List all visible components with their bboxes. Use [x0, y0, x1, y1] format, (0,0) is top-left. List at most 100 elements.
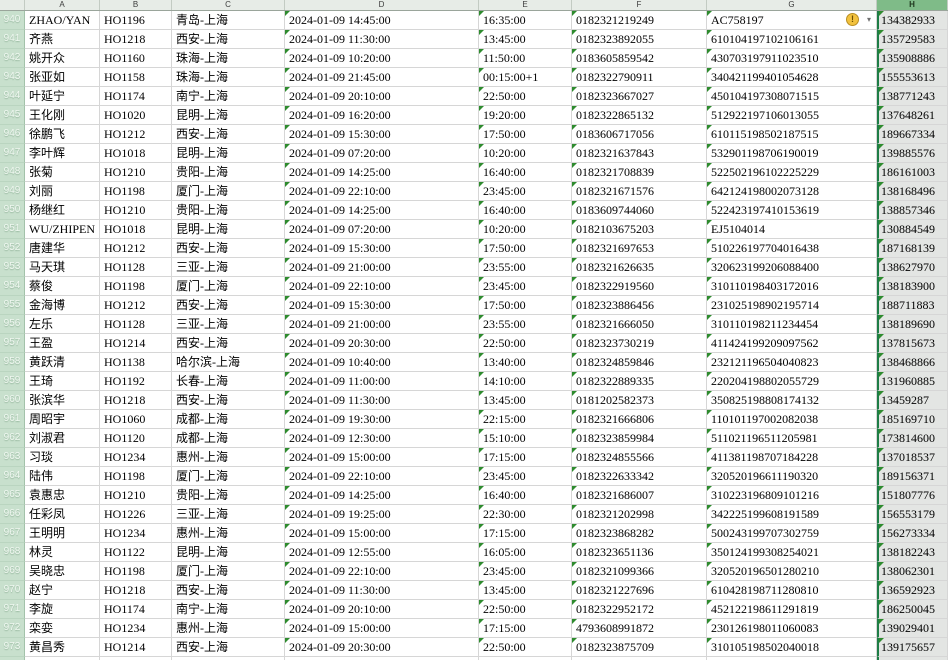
cell-F-ticket_no[interactable]: 0183609744060 [572, 201, 707, 220]
cell-C-route[interactable]: 哈尔滨-上海 [172, 353, 285, 372]
row-header[interactable]: 963 [0, 448, 25, 467]
cell-D-departure[interactable]: 2024-01-09 22:10:00 [285, 467, 479, 486]
cell-G-id_no[interactable]: 510226197704016438 [707, 239, 877, 258]
cell-H-phone[interactable]: 131960885 [877, 372, 948, 391]
cell-C-route[interactable]: 西安-上海 [172, 125, 285, 144]
cell-A-name[interactable]: 王化刚 [25, 106, 100, 125]
cell-A-name[interactable]: 陆伟 [25, 467, 100, 486]
cell-A-name[interactable]: 黄昌秀 [25, 638, 100, 657]
cell-E-arrival[interactable]: 15:10:00 [479, 429, 572, 448]
cell-G-id_no[interactable]: 450104197308071515 [707, 87, 877, 106]
cell-B-flight[interactable]: HO1210 [100, 163, 172, 182]
row-header[interactable]: 971 [0, 600, 25, 619]
cell-F-ticket_no[interactable]: 4793608991872 [572, 619, 707, 638]
cell-B-flight[interactable]: HO1214 [100, 334, 172, 353]
cell-F-ticket_no[interactable]: 0182322919560 [572, 277, 707, 296]
row-header[interactable]: 959 [0, 372, 25, 391]
cell-A-name[interactable]: 张菊 [25, 163, 100, 182]
cell-D-departure[interactable]: 2024-01-09 19:25:00 [285, 505, 479, 524]
cell-A-name[interactable]: 徐鹏飞 [25, 125, 100, 144]
column-header-H[interactable]: H [877, 0, 948, 10]
cell-C-route[interactable]: 三亚-上海 [172, 315, 285, 334]
cell-C-route[interactable]: 西安-上海 [172, 581, 285, 600]
cell-E-arrival[interactable] [479, 657, 572, 660]
cell-E-arrival[interactable]: 19:20:00 [479, 106, 572, 125]
cell-H-phone[interactable]: 13459287 [877, 391, 948, 410]
cell-A-name[interactable]: 袁惠忠 [25, 486, 100, 505]
cell-E-arrival[interactable]: 16:05:00 [479, 543, 572, 562]
cell-H-phone[interactable]: 188711883 [877, 296, 948, 315]
select-all-corner[interactable] [0, 0, 25, 10]
row-header[interactable]: 958 [0, 353, 25, 372]
cell-B-flight[interactable]: HO1060 [100, 410, 172, 429]
cell-A-name[interactable]: 蔡俊 [25, 277, 100, 296]
cell-C-route[interactable]: 长春-上海 [172, 372, 285, 391]
cell-B-flight[interactable] [100, 657, 172, 660]
cell-A-name[interactable]: 任彩凤 [25, 505, 100, 524]
cell-D-departure[interactable]: 2024-01-09 22:10:00 [285, 277, 479, 296]
cell-B-flight[interactable]: HO1218 [100, 391, 172, 410]
cell-E-arrival[interactable]: 22:30:00 [479, 505, 572, 524]
cell-A-name[interactable]: 金海博 [25, 296, 100, 315]
cell-G-id_no[interactable]: 342225199608191589 [707, 505, 877, 524]
cell-G-id_no[interactable]: 310223196809101216 [707, 486, 877, 505]
row-header[interactable]: 954 [0, 277, 25, 296]
cell-B-flight[interactable]: HO1212 [100, 296, 172, 315]
cell-H-phone[interactable]: 187168139 [877, 239, 948, 258]
cell-H-phone[interactable]: 137648261 [877, 106, 948, 125]
cell-B-flight[interactable]: HO1138 [100, 353, 172, 372]
cell-B-flight[interactable]: HO1018 [100, 144, 172, 163]
cell-A-name[interactable]: ZHAO/YAN [25, 11, 100, 30]
cell-H-phone[interactable]: 138857346 [877, 201, 948, 220]
cell-F-ticket_no[interactable]: 0182323886456 [572, 296, 707, 315]
cell-D-departure[interactable]: 2024-01-09 22:10:00 [285, 562, 479, 581]
cell-C-route[interactable]: 厦门-上海 [172, 562, 285, 581]
cell-H-phone[interactable]: 139029401 [877, 619, 948, 638]
cell-H-phone[interactable]: 138168496 [877, 182, 948, 201]
column-header-B[interactable]: B [100, 0, 172, 10]
cell-F-ticket_no[interactable]: 0182322790911 [572, 68, 707, 87]
cell-E-arrival[interactable]: 17:50:00 [479, 296, 572, 315]
cell-C-route[interactable]: 昆明-上海 [172, 543, 285, 562]
column-header-A[interactable]: A [25, 0, 100, 10]
cell-F-ticket_no[interactable]: 0182321697653 [572, 239, 707, 258]
cell-H-phone[interactable]: 151807776 [877, 486, 948, 505]
cell-E-arrival[interactable]: 22:50:00 [479, 600, 572, 619]
cell-B-flight[interactable]: HO1234 [100, 524, 172, 543]
cell-F-ticket_no[interactable]: 0183606717056 [572, 125, 707, 144]
row-header[interactable]: 960 [0, 391, 25, 410]
cell-F-ticket_no[interactable]: 0182103675203 [572, 220, 707, 239]
cell-B-flight[interactable]: HO1210 [100, 486, 172, 505]
cell-E-arrival[interactable]: 17:50:00 [479, 125, 572, 144]
cell-F-ticket_no[interactable]: 0182322633342 [572, 467, 707, 486]
cell-G-id_no[interactable]: 320520196501280210 [707, 562, 877, 581]
cell-G-id_no[interactable] [707, 657, 877, 660]
cell-E-arrival[interactable]: 13:40:00 [479, 353, 572, 372]
cell-G-id_no[interactable]: 452122198611291819 [707, 600, 877, 619]
warning-dropdown-arrow-icon[interactable]: ▾ [866, 15, 871, 24]
cell-A-name[interactable]: 李叶辉 [25, 144, 100, 163]
cell-F-ticket_no[interactable]: 0182324855566 [572, 448, 707, 467]
cell-E-arrival[interactable]: 10:20:00 [479, 144, 572, 163]
cell-C-route[interactable]: 珠海-上海 [172, 68, 285, 87]
cell-C-route[interactable]: 南宁-上海 [172, 600, 285, 619]
cell-A-name[interactable]: 王琦 [25, 372, 100, 391]
cell-D-departure[interactable]: 2024-01-09 07:20:00 [285, 220, 479, 239]
cell-D-departure[interactable]: 2024-01-09 10:40:00 [285, 353, 479, 372]
cell-D-departure[interactable]: 2024-01-09 15:30:00 [285, 125, 479, 144]
cell-D-departure[interactable]: 2024-01-09 11:30:00 [285, 581, 479, 600]
cell-F-ticket_no[interactable]: 0183605859542 [572, 49, 707, 68]
cell-E-arrival[interactable]: 17:15:00 [479, 619, 572, 638]
cell-F-ticket_no[interactable]: 0182321099366 [572, 562, 707, 581]
cell-G-id_no[interactable]: 522423197410153619 [707, 201, 877, 220]
cell-H-phone[interactable]: 139175657 [877, 638, 948, 657]
cell-E-arrival[interactable]: 22:50:00 [479, 334, 572, 353]
cell-E-arrival[interactable]: 16:35:00 [479, 11, 572, 30]
cell-A-name[interactable]: 刘淑君 [25, 429, 100, 448]
cell-F-ticket_no[interactable] [572, 657, 707, 660]
row-header[interactable]: 972 [0, 619, 25, 638]
cell-D-departure[interactable]: 2024-01-09 21:45:00 [285, 68, 479, 87]
row-header[interactable]: 948 [0, 163, 25, 182]
cell-E-arrival[interactable]: 23:45:00 [479, 467, 572, 486]
cell-B-flight[interactable]: HO1212 [100, 125, 172, 144]
